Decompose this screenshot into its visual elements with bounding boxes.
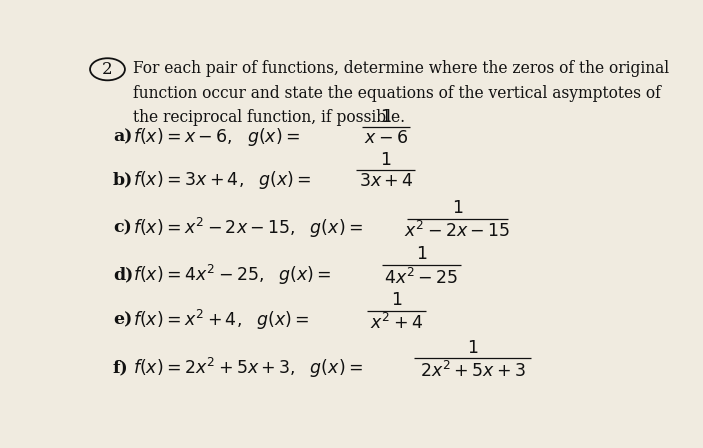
Text: f): f) bbox=[113, 359, 129, 376]
Text: $1$: $1$ bbox=[415, 246, 427, 263]
Text: e): e) bbox=[113, 311, 132, 328]
Text: $f(x) = x - 6,\ \ g(x) =$: $f(x) = x - 6,\ \ g(x) =$ bbox=[133, 125, 300, 147]
Text: $1$: $1$ bbox=[391, 292, 402, 309]
Text: $1$: $1$ bbox=[380, 151, 392, 168]
Text: $4x^2 - 25$: $4x^2 - 25$ bbox=[384, 267, 458, 288]
Text: $2x^2 + 5x + 3$: $2x^2 + 5x + 3$ bbox=[420, 361, 526, 381]
Text: 2: 2 bbox=[102, 61, 112, 78]
Text: the reciprocal function, if possible.: the reciprocal function, if possible. bbox=[133, 109, 405, 126]
Text: d): d) bbox=[113, 266, 133, 283]
Text: $3x + 4$: $3x + 4$ bbox=[359, 173, 413, 190]
Text: $f(x) = 3x + 4,\ \ g(x) =$: $f(x) = 3x + 4,\ \ g(x) =$ bbox=[133, 168, 311, 191]
Text: $f(x) = 2x^2 + 5x + 3,\ \ g(x) =$: $f(x) = 2x^2 + 5x + 3,\ \ g(x) =$ bbox=[133, 356, 363, 380]
Text: $f(x) = x^2 - 2x - 15,\ \ g(x) =$: $f(x) = x^2 - 2x - 15,\ \ g(x) =$ bbox=[133, 216, 363, 240]
Text: $f(x) = 4x^2 - 25,\ \ g(x) =$: $f(x) = 4x^2 - 25,\ \ g(x) =$ bbox=[133, 263, 331, 287]
Text: b): b) bbox=[113, 171, 133, 188]
Text: $1$: $1$ bbox=[380, 108, 392, 125]
Text: c): c) bbox=[113, 220, 131, 237]
Text: $x^2 + 4$: $x^2 + 4$ bbox=[370, 313, 423, 333]
Text: For each pair of functions, determine where the zeros of the original: For each pair of functions, determine wh… bbox=[133, 60, 669, 78]
Text: function occur and state the equations of the vertical asymptotes of: function occur and state the equations o… bbox=[133, 85, 661, 102]
Text: $x^2 - 2x - 15$: $x^2 - 2x - 15$ bbox=[404, 221, 510, 241]
Text: $f(x) = x^2 + 4,\ \ g(x) =$: $f(x) = x^2 + 4,\ \ g(x) =$ bbox=[133, 308, 309, 332]
Text: a): a) bbox=[113, 128, 132, 145]
Text: $1$: $1$ bbox=[467, 340, 478, 357]
Text: $1$: $1$ bbox=[451, 200, 463, 217]
Text: $x - 6$: $x - 6$ bbox=[364, 129, 408, 146]
